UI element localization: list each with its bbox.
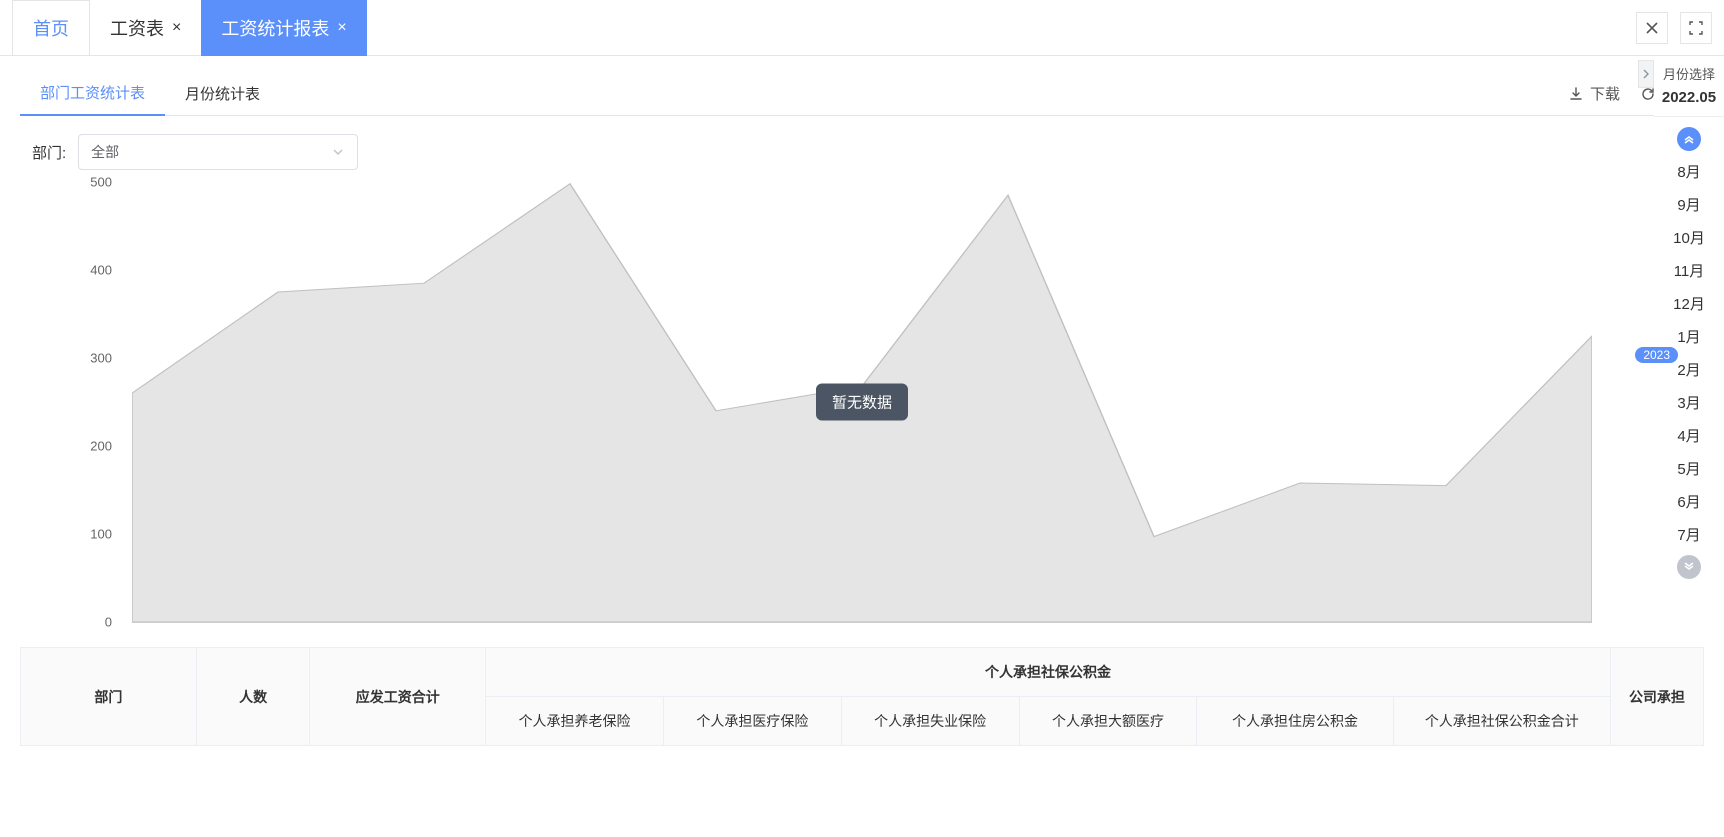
table-empty-row (21, 746, 1704, 776)
month-item[interactable]: 1月2023 (1677, 326, 1700, 347)
year-badge: 2023 (1635, 347, 1678, 363)
download-button[interactable]: 下载 (1568, 83, 1620, 104)
tab-home[interactable]: 首页 (12, 0, 90, 56)
col-sub: 个人承担失业保险 (841, 697, 1019, 746)
month-current: 2022.05 (1654, 85, 1724, 117)
fullscreen-button[interactable] (1680, 12, 1712, 44)
download-label: 下载 (1590, 83, 1620, 104)
dept-filter-label: 部门: (32, 142, 66, 163)
chevron-down-icon (331, 145, 345, 159)
subtab-label: 部门工资统计表 (40, 82, 145, 103)
top-tab-bar: 首页 工资表 × 工资统计报表 × (0, 0, 1724, 56)
scroll-up-button[interactable] (1677, 127, 1701, 151)
dept-select[interactable]: 全部 (78, 134, 358, 170)
col-sub: 个人承担住房公积金 (1197, 697, 1393, 746)
month-item[interactable]: 3月 (1677, 392, 1700, 413)
tab-label: 首页 (33, 15, 69, 41)
month-item[interactable]: 5月 (1677, 458, 1700, 479)
close-all-button[interactable] (1636, 12, 1668, 44)
y-tick-label: 0 (105, 615, 112, 630)
fullscreen-icon (1689, 21, 1703, 35)
col-sub: 个人承担医疗保险 (663, 697, 841, 746)
month-item[interactable]: 10月 (1673, 227, 1705, 248)
col-dept: 部门 (21, 648, 197, 746)
y-tick-label: 300 (90, 351, 112, 366)
subtab-dept-stats[interactable]: 部门工资统计表 (20, 72, 165, 116)
col-sub: 个人承担社保公积金合计 (1393, 697, 1610, 746)
sub-tab-bar: 部门工资统计表 月份统计表 下载 刷新 (20, 72, 1704, 116)
collapse-handle[interactable] (1638, 60, 1654, 88)
month-item[interactable]: 2月 (1677, 359, 1700, 380)
col-sub: 个人承担养老保险 (486, 697, 664, 746)
x-icon (1644, 20, 1660, 36)
scroll-down-button[interactable] (1677, 555, 1701, 579)
chevron-up-double-icon (1683, 133, 1695, 145)
tab-salary-sheet[interactable]: 工资表 × (90, 0, 201, 56)
col-gross: 应发工资合计 (310, 648, 486, 746)
month-item[interactable]: 9月 (1677, 194, 1700, 215)
col-sub: 个人承担大额医疗 (1019, 697, 1197, 746)
month-item[interactable]: 6月 (1677, 491, 1700, 512)
month-item[interactable]: 4月 (1677, 425, 1700, 446)
y-tick-label: 400 (90, 263, 112, 278)
subtab-month-stats[interactable]: 月份统计表 (165, 72, 280, 116)
col-count: 人数 (196, 648, 310, 746)
download-icon (1568, 86, 1584, 102)
month-item[interactable]: 11月 (1674, 260, 1705, 281)
y-tick-label: 100 (90, 527, 112, 542)
month-panel-title: 月份选择 (1663, 62, 1715, 85)
chevron-right-icon (1641, 69, 1651, 79)
col-company-partial: 公司承担 (1610, 648, 1703, 746)
y-tick-label: 500 (90, 175, 112, 190)
month-item[interactable]: 12月 (1673, 293, 1705, 314)
no-data-badge: 暂无数据 (816, 384, 908, 421)
close-icon[interactable]: × (337, 19, 346, 37)
month-item[interactable]: 7月 (1677, 524, 1700, 545)
tab-label: 工资表 (110, 15, 164, 41)
summary-table: 部门 人数 应发工资合计 个人承担社保公积金 公司承担 个人承担养老保险个人承担… (20, 647, 1704, 776)
chevron-down-double-icon (1683, 561, 1695, 573)
month-selector-panel: 月份选择 2022.05 8月 9月 10月 11月 12月 1月2023 2月 3月 4月 5月… (1654, 56, 1724, 589)
tab-salary-report[interactable]: 工资统计报表 × (201, 0, 366, 56)
y-tick-label: 200 (90, 439, 112, 454)
close-icon[interactable]: × (172, 19, 181, 37)
area-chart: 暂无数据 5004003002001000 (20, 170, 1704, 623)
filter-row: 部门: 全部 (20, 116, 1704, 170)
dept-select-value: 全部 (91, 142, 119, 162)
subtab-label: 月份统计表 (185, 83, 260, 104)
month-item[interactable]: 8月 (1677, 161, 1700, 182)
col-group-personal: 个人承担社保公积金 (486, 648, 1611, 697)
tab-label: 工资统计报表 (221, 15, 329, 41)
